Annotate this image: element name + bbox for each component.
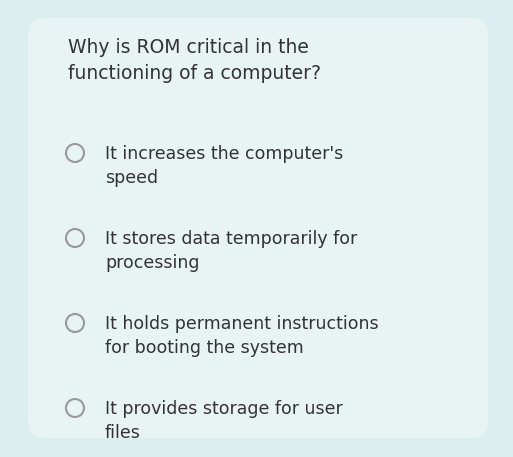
Text: It provides storage for user
files: It provides storage for user files <box>105 400 343 442</box>
FancyBboxPatch shape <box>28 18 488 438</box>
Text: It holds permanent instructions
for booting the system: It holds permanent instructions for boot… <box>105 315 379 357</box>
Text: It increases the computer's
speed: It increases the computer's speed <box>105 145 343 187</box>
Text: It stores data temporarily for
processing: It stores data temporarily for processin… <box>105 230 357 272</box>
Text: Why is ROM critical in the
functioning of a computer?: Why is ROM critical in the functioning o… <box>68 38 321 83</box>
